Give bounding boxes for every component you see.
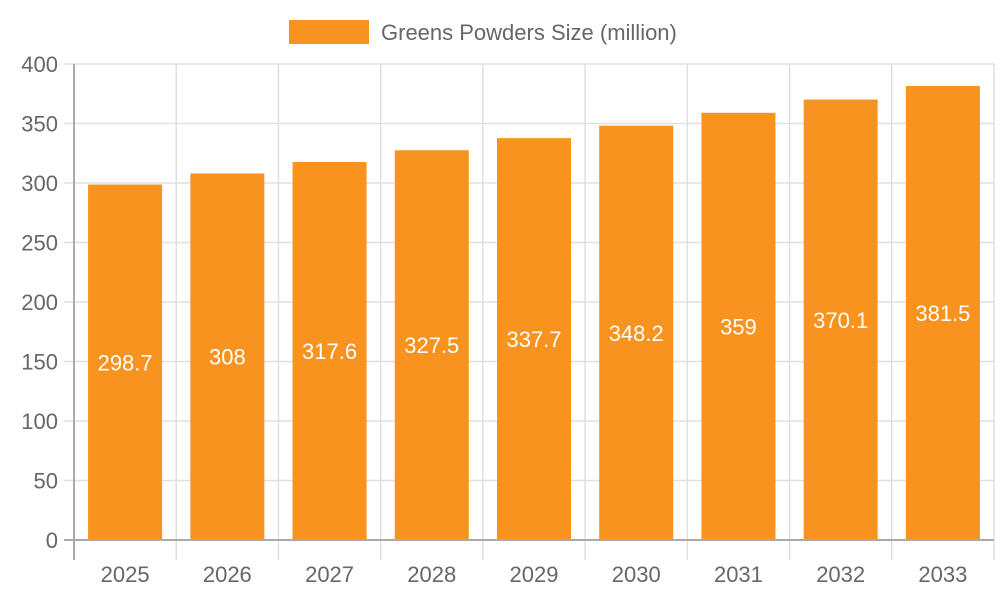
y-tick-label: 100 — [21, 409, 58, 434]
data-label: 381.5 — [915, 301, 970, 326]
data-label: 298.7 — [98, 350, 153, 375]
bar — [599, 125, 674, 540]
bars: 298.7 308 317.6 327.5 337.7 348.2 359 370.1 381.… — [88, 86, 980, 541]
y-tick-label: 0 — [46, 528, 58, 553]
data-label: 317.6 — [302, 339, 357, 364]
bar — [701, 112, 776, 540]
y-tick-label: 400 — [21, 52, 58, 77]
bar — [905, 86, 980, 540]
y-tick-label: 50 — [34, 469, 58, 494]
y-tick-label: 350 — [21, 112, 58, 137]
bar — [497, 138, 571, 540]
x-tick-label: 2030 — [612, 562, 661, 587]
y-tick-label: 200 — [21, 290, 58, 315]
bar — [394, 150, 469, 540]
x-tick-label: 2033 — [918, 562, 967, 587]
data-label: 359 — [720, 314, 757, 339]
legend[interactable]: Greens Powders Size (million) — [289, 20, 677, 45]
data-label: 337.7 — [506, 327, 561, 352]
data-label: 327.5 — [404, 333, 459, 358]
data-label: 348.2 — [609, 321, 664, 346]
y-tick-label: 250 — [21, 231, 58, 256]
x-tick-label: 2026 — [203, 562, 252, 587]
axes: 0 50 100 150 200 250 300 350 400 2025 2026 2027 2028… — [21, 52, 994, 587]
data-label: 370.1 — [813, 308, 868, 333]
bar — [292, 162, 367, 540]
x-tick-label: 2031 — [714, 562, 763, 587]
y-tick-label: 300 — [21, 171, 58, 196]
legend-swatch — [289, 20, 369, 44]
data-label: 308 — [209, 345, 246, 370]
x-tick-label: 2027 — [305, 562, 354, 587]
x-tick-label: 2029 — [510, 562, 559, 587]
x-tick-label: 2032 — [816, 562, 865, 587]
x-tick-label: 2025 — [101, 562, 150, 587]
bar — [803, 99, 878, 541]
y-tick-label: 150 — [21, 350, 58, 375]
x-tick-label: 2028 — [407, 562, 456, 587]
legend-label: Greens Powders Size (million) — [381, 20, 677, 45]
bar — [88, 184, 163, 540]
bar — [190, 173, 265, 541]
